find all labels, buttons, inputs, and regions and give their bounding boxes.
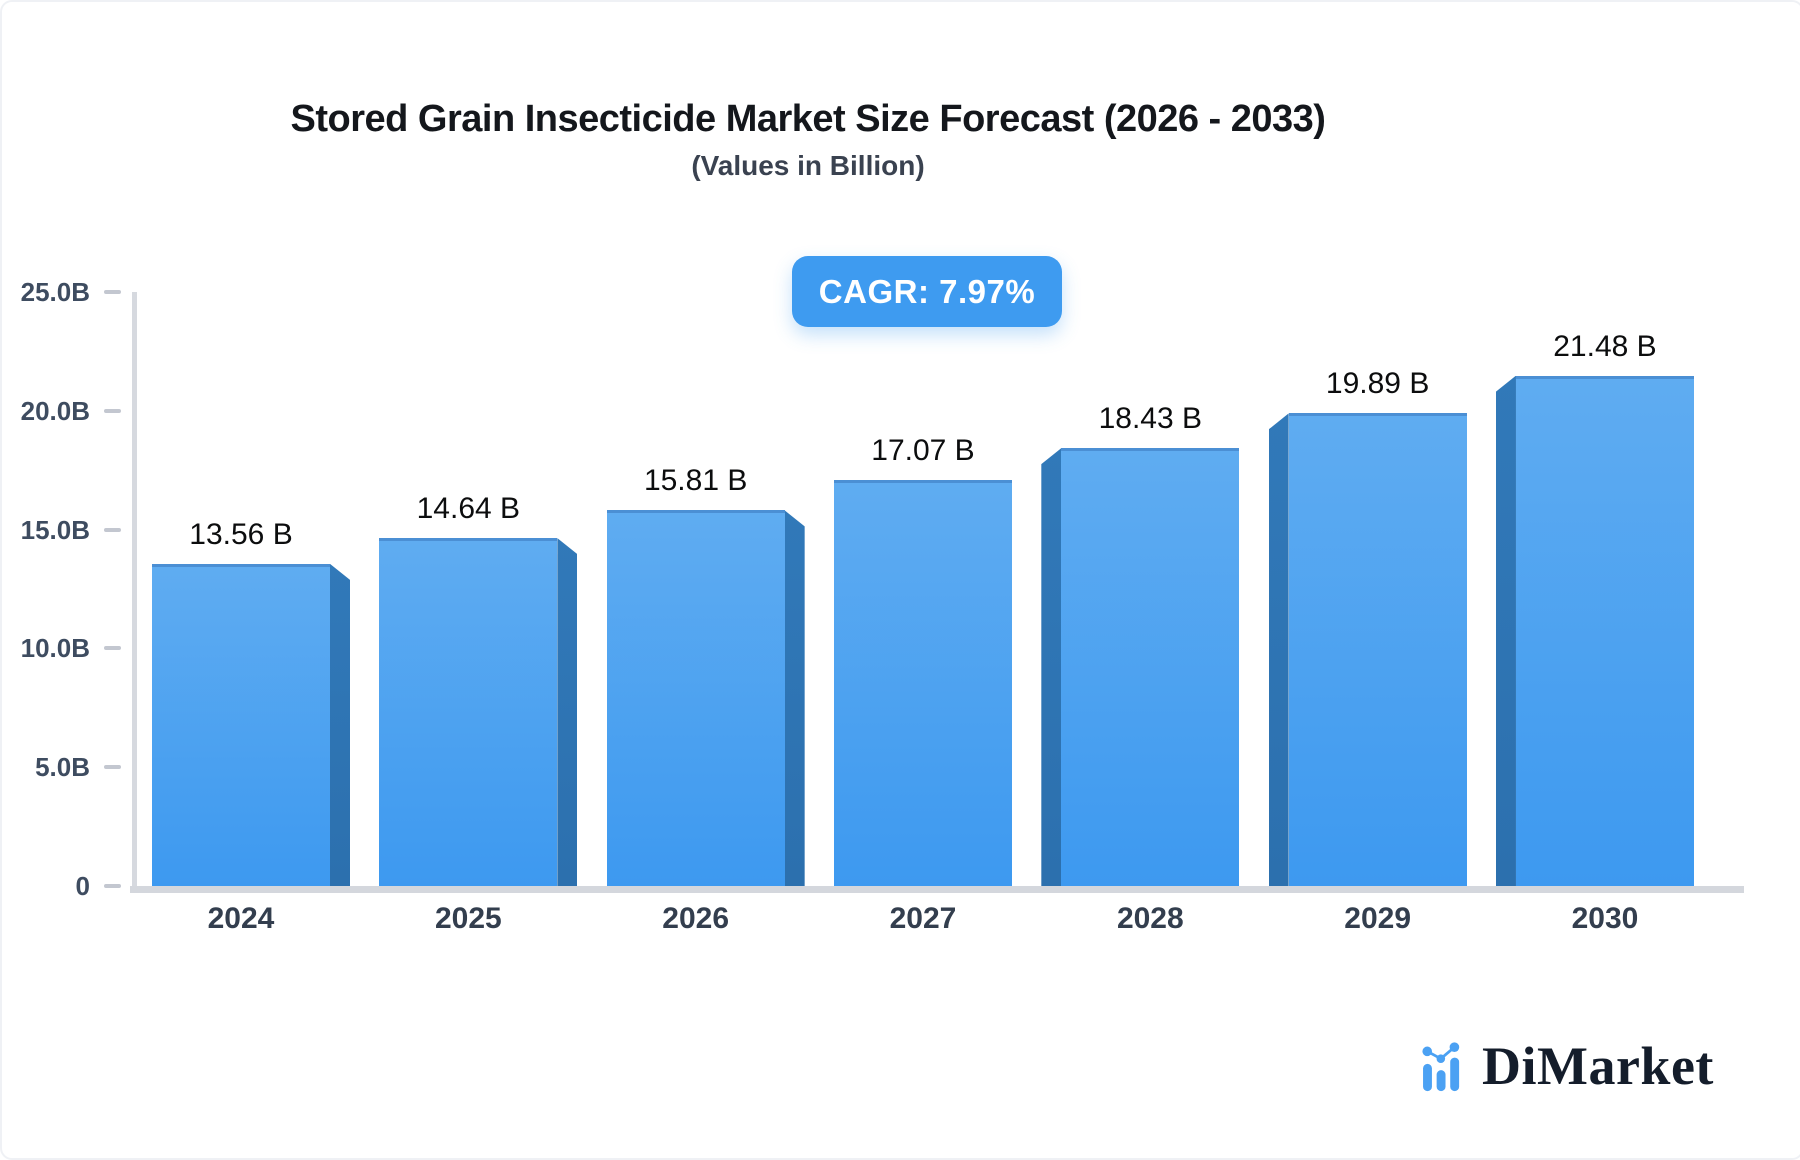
chart-subtitle: (Values in Billion) [691,150,925,181]
bar-value-label-2029: 19.89 B [1325,367,1430,401]
bar-value-label-2025: 14.64 B [416,492,521,526]
y-axis-tick-label: 0 [75,871,90,901]
bar-value-label-2026: 15.81 B [643,464,748,498]
bar-2029 [1288,413,1467,886]
y-axis-tick [104,765,121,770]
brand-logo: DiMarket [1422,1034,1714,1098]
chart-title: Stored Grain Insecticide Market Size For… [290,98,1326,140]
bar-side-face-2025 [557,538,578,886]
x-axis-label-2024: 2024 [207,902,275,935]
y-axis-tick-label: 10.0B [20,633,90,664]
x-axis-label-2026: 2026 [662,902,730,935]
x-axis-label-2029: 2029 [1344,902,1412,935]
y-axis-tick [104,408,121,413]
x-axis-label-2025: 2025 [434,902,502,935]
x-axis-label-2027: 2027 [889,902,957,935]
y-axis-tick [104,527,121,532]
bar-chart-logo-icon [1422,1042,1460,1092]
y-axis-tick [104,884,121,888]
bar-2026 [606,510,785,886]
bar-2027 [833,480,1012,886]
cagr-badge: CAGR: 7.97% [792,256,1062,327]
x-axis-label-2028: 2028 [1116,902,1184,935]
bar-side-face-2026 [784,510,805,886]
bar-value-label-2030: 21.48 B [1553,329,1657,363]
y-axis-tick [104,290,121,294]
bar-side-face-2028 [1041,448,1062,886]
bar-2024 [152,563,330,886]
bar-side-face-2029 [1268,413,1289,886]
bar-side-face-2024 [330,563,350,886]
brand-name: DiMarket [1482,1036,1714,1096]
bar-value-label-2024: 13.56 B [189,517,293,551]
y-axis-line [132,292,137,892]
x-axis-label-2030: 2030 [1571,902,1639,935]
bar-2030 [1515,375,1694,886]
bar-value-label-2027: 17.07 B [871,434,975,468]
y-axis-tick-label: 15.0B [20,514,90,545]
bar-2028 [1061,448,1240,886]
bar-side-face-2030 [1495,375,1516,886]
bar-2025 [379,538,558,886]
y-axis-tick [104,646,121,651]
y-axis-tick-label: 20.0B [20,395,90,426]
bar-value-label-2028: 18.43 B [1098,402,1203,436]
y-axis-tick-label: 5.0B [35,752,90,783]
y-axis-tick-label: 25.0B [20,277,90,307]
x-axis-baseline [130,886,1744,893]
